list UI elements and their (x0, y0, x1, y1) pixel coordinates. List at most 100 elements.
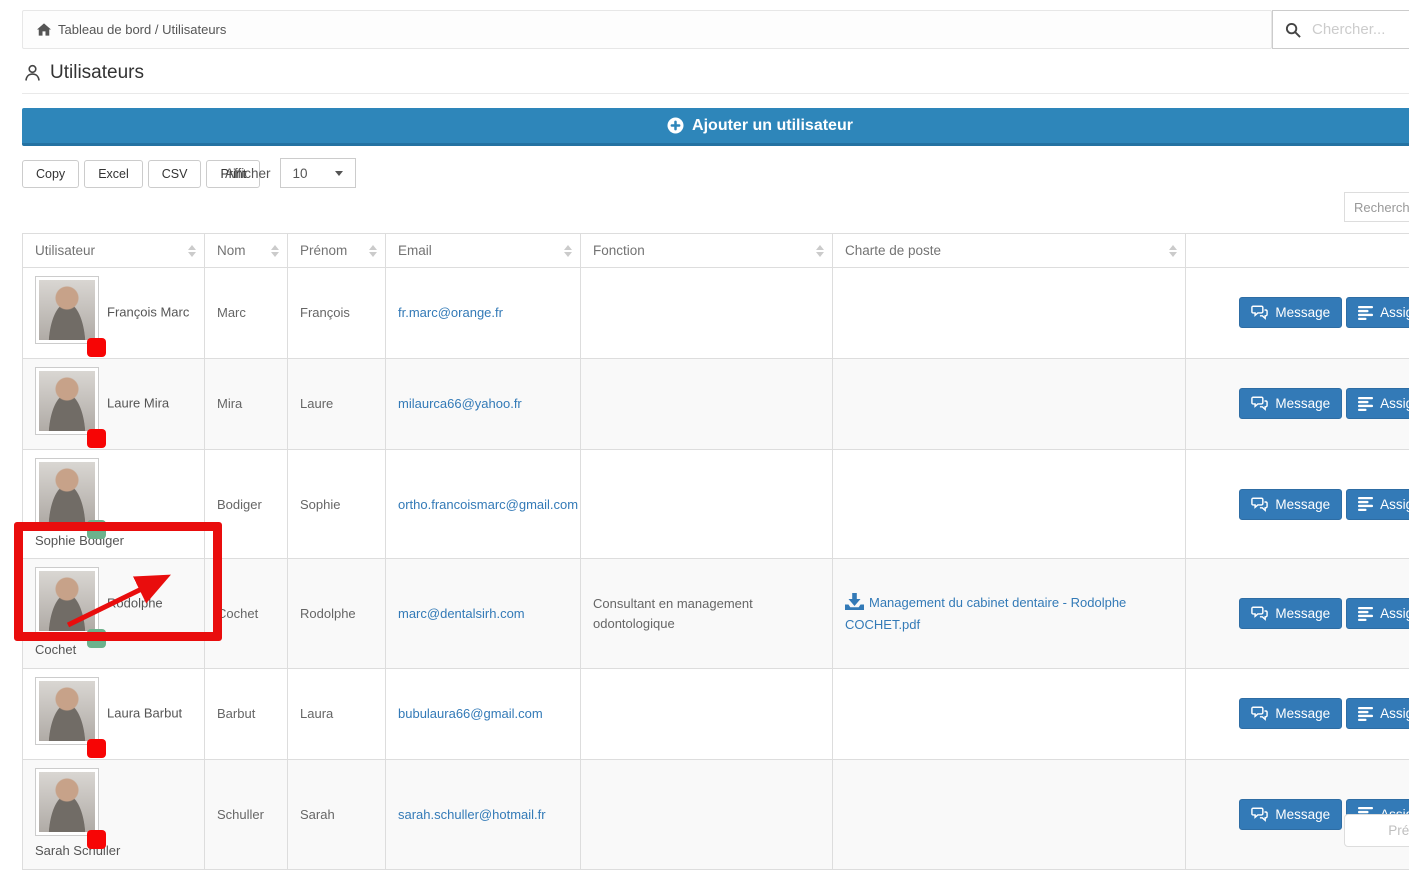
avatar (35, 458, 99, 532)
csv-button[interactable]: CSV (148, 160, 202, 188)
email-link[interactable]: fr.marc@orange.fr (398, 305, 503, 320)
pagination-previous-button[interactable]: Précédent (1344, 814, 1409, 847)
email-link[interactable]: sarah.schuller@hotmail.fr (398, 807, 546, 822)
column-header-nom[interactable]: Nom (205, 234, 288, 268)
charte-cell (833, 759, 1186, 869)
assign-button[interactable]: Assigner (1346, 489, 1409, 520)
user-icon (22, 63, 42, 83)
column-header-email[interactable]: Email (386, 234, 581, 268)
actions-cell: Message Assigner (1186, 268, 1409, 359)
user-cell: Laura Barbut (23, 669, 205, 760)
excel-button[interactable]: Excel (84, 160, 143, 188)
column-header-label: Email (398, 243, 432, 258)
align-left-icon (1358, 497, 1373, 511)
sort-arrows-icon (1169, 245, 1177, 257)
assign-button[interactable]: Assigner (1346, 388, 1409, 419)
actions-cell: Message Assigner (1186, 358, 1409, 449)
email-link[interactable]: bubulaura66@gmail.com (398, 706, 543, 721)
home-icon (37, 23, 51, 36)
assign-button[interactable]: Assigner (1346, 598, 1409, 629)
status-badge (87, 739, 106, 758)
email-cell: bubulaura66@gmail.com (386, 669, 581, 760)
table-search-input[interactable]: Rechercher (1344, 192, 1409, 222)
column-header-utilisateur[interactable]: Utilisateur (23, 234, 205, 268)
assign-button-label: Assigner (1380, 396, 1409, 411)
message-button-label: Message (1275, 396, 1330, 411)
pagination-previous-label: Précédent (1388, 823, 1409, 838)
assign-button[interactable]: Assigner (1346, 297, 1409, 328)
add-user-button[interactable]: Ajouter un utilisateur (22, 108, 1409, 146)
email-cell: ortho.francoismarc@gmail.com (386, 449, 581, 559)
avatar-image (39, 280, 95, 340)
fonction-cell (581, 358, 833, 449)
avatar (35, 768, 99, 842)
comments-icon (1251, 606, 1268, 621)
table-header-row: Utilisateur Nom Prénom Email Fonction Charte … (23, 234, 1409, 268)
assign-button-label: Assigner (1380, 305, 1409, 320)
message-button[interactable]: Message (1239, 698, 1342, 729)
message-button-label: Message (1275, 807, 1330, 822)
comments-icon (1251, 706, 1268, 721)
page-title: Utilisateurs (22, 62, 144, 84)
actions-cell: Message Assigner (1186, 449, 1409, 559)
message-button[interactable]: Message (1239, 297, 1342, 328)
users-page: Tableau de bord / Utilisateurs Utilisate… (22, 10, 1409, 856)
email-link[interactable]: ortho.francoismarc@gmail.com (398, 497, 578, 512)
topbar-search[interactable] (1272, 10, 1409, 49)
avatar (35, 567, 99, 641)
comments-icon (1251, 807, 1268, 822)
avatar-photo (35, 567, 99, 635)
column-header-label: Fonction (593, 243, 645, 258)
email-cell: sarah.schuller@hotmail.fr (386, 759, 581, 869)
sort-arrows-icon (188, 245, 196, 257)
avatar-image (39, 371, 95, 431)
first-name-cell: Rodolphe (288, 559, 386, 669)
column-header-pr-nom[interactable]: Prénom (288, 234, 386, 268)
column-header-label: Charte de poste (845, 243, 941, 258)
last-name-cell: Marc (205, 268, 288, 359)
message-button-label: Message (1275, 706, 1330, 721)
message-button[interactable]: Message (1239, 799, 1342, 830)
email-link[interactable]: milaurca66@yahoo.fr (398, 396, 522, 411)
first-name-cell: Sarah (288, 759, 386, 869)
message-button[interactable]: Message (1239, 598, 1342, 629)
breadcrumb-path: Tableau de bord / Utilisateurs (58, 22, 226, 37)
column-header-fonction[interactable]: Fonction (581, 234, 833, 268)
comments-icon (1251, 396, 1268, 411)
charte-link[interactable]: Management du cabinet dentaire - Rodolph… (845, 595, 1126, 632)
last-name-cell: Barbut (205, 669, 288, 760)
column-header-charte-de-poste[interactable]: Charte de poste (833, 234, 1186, 268)
fonction-cell (581, 268, 833, 359)
avatar-image (39, 462, 95, 522)
message-button[interactable]: Message (1239, 489, 1342, 520)
charte-cell (833, 358, 1186, 449)
column-header-label: Nom (217, 243, 246, 258)
assign-button-label: Assigner (1380, 606, 1409, 621)
topbar-search-input[interactable] (1310, 20, 1409, 39)
message-button-label: Message (1275, 497, 1330, 512)
sort-arrows-icon (564, 245, 572, 257)
charte-cell (833, 268, 1186, 359)
align-left-icon (1358, 607, 1373, 621)
message-button-label: Message (1275, 606, 1330, 621)
page-length-select[interactable]: 10 (280, 158, 356, 188)
column-header-actions (1186, 234, 1409, 268)
page-length-value: 10 (293, 166, 308, 181)
assign-button[interactable]: Assigner (1346, 698, 1409, 729)
avatar (35, 276, 99, 350)
copy-button[interactable]: Copy (22, 160, 79, 188)
first-name-cell: Laura (288, 669, 386, 760)
avatar-image (39, 681, 95, 741)
message-button[interactable]: Message (1239, 388, 1342, 419)
email-link[interactable]: marc@dentalsirh.com (398, 606, 525, 621)
length-label: Afficher (225, 166, 271, 181)
user-display-name: Laure Mira (107, 395, 169, 410)
email-cell: marc@dentalsirh.com (386, 559, 581, 669)
user-display-name: Laura Barbut (107, 705, 182, 720)
first-name-cell: Sophie (288, 449, 386, 559)
sort-arrows-icon (816, 245, 824, 257)
